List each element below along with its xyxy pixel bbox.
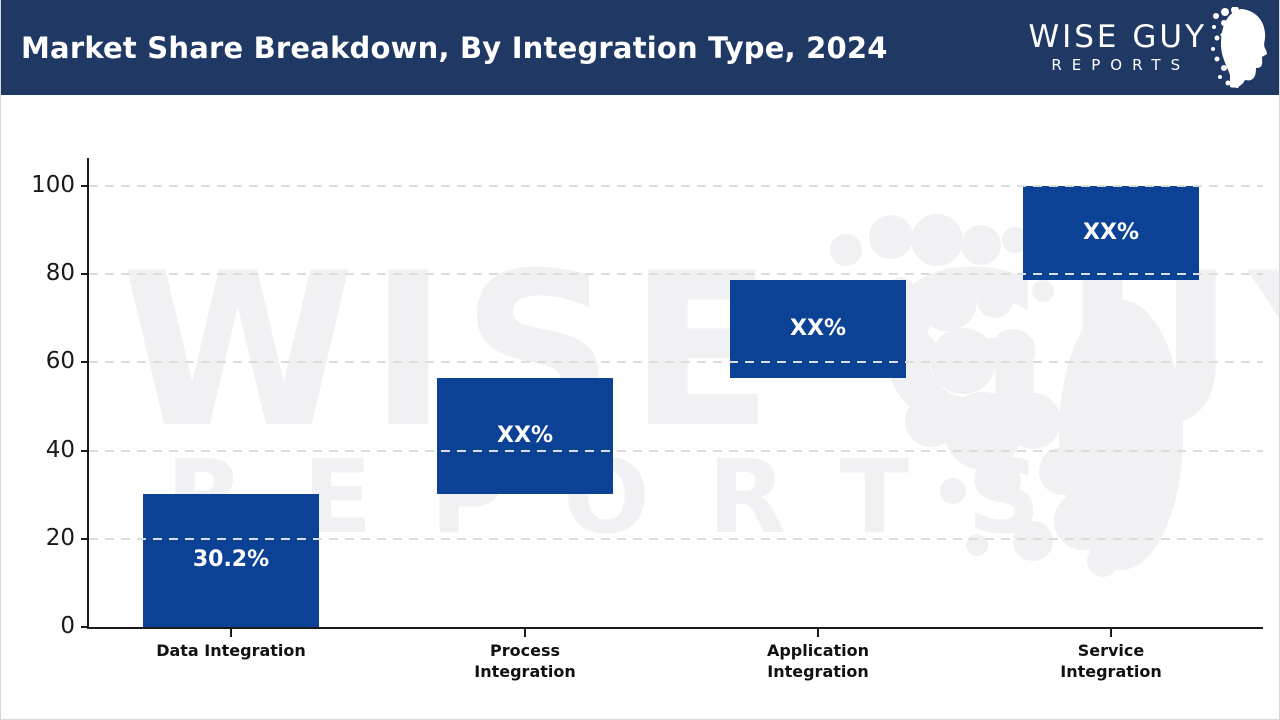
- y-tick-label: 40: [45, 436, 75, 463]
- y-tick-mark: [81, 273, 89, 275]
- bar-value-label: XX%: [790, 315, 846, 341]
- y-tick-label: 20: [45, 524, 75, 551]
- y-tick-mark: [81, 449, 89, 452]
- logo-subtext: REPORTS: [1051, 56, 1191, 75]
- gridline-y80: [89, 273, 1263, 275]
- chart-canvas: WISE GUY REPORTS 30.2%XX%XX%XX%0: [1, 95, 1279, 719]
- x-tick-mark: [524, 629, 526, 637]
- x-axis-line: [87, 627, 1263, 629]
- gridline-y40: [89, 449, 1263, 452]
- y-tick-mark: [81, 184, 89, 187]
- header-bar: Market Share Breakdown, By Integration T…: [1, 0, 1279, 95]
- y-tick-label: 100: [31, 171, 75, 198]
- y-tick-label: 60: [45, 348, 75, 375]
- page-title: Market Share Breakdown, By Integration T…: [21, 30, 888, 65]
- gridline-y20: [89, 537, 1263, 540]
- bar-service-integration: [1023, 185, 1199, 280]
- x-tick-label-application-integration: Application Integration: [766, 641, 870, 681]
- x-tick-label-data-integration: Data Integration: [156, 641, 306, 660]
- y-tick-label: 80: [45, 260, 75, 286]
- bar-data-integration: [143, 493, 319, 627]
- gridline-y60: [89, 361, 1263, 364]
- bar-process-integration: [437, 377, 613, 494]
- x-tick-mark: [230, 629, 232, 637]
- bar-value-label: XX%: [497, 422, 553, 448]
- x-tick-mark: [1110, 629, 1112, 637]
- x-tick-mark: [817, 629, 819, 637]
- y-tick-mark: [81, 626, 89, 628]
- logo-head-icon: [1211, 6, 1267, 88]
- y-tick-mark: [81, 537, 89, 540]
- wise-guy-logo: WISE GUY REPORTS: [1028, 6, 1267, 89]
- bar-value-label: XX%: [1083, 219, 1139, 245]
- plot-area: 30.2% XX% XX% XX% 0 20 40 60 80 100 Data Integrati…: [1, 95, 1279, 719]
- x-tick-label-service-integration: Service Integration: [1060, 641, 1162, 681]
- y-tick-mark: [81, 361, 89, 364]
- logo-text: WISE GUY REPORTS: [1028, 21, 1207, 75]
- y-tick-label: 0: [60, 613, 75, 639]
- logo-wordmark: WISE GUY: [1028, 18, 1207, 55]
- y-axis-line: [87, 158, 89, 629]
- gridline-y100: [89, 184, 1263, 187]
- x-tick-label-process-integration: Process Integration: [474, 641, 576, 681]
- bar-value-label: 30.2%: [192, 547, 270, 573]
